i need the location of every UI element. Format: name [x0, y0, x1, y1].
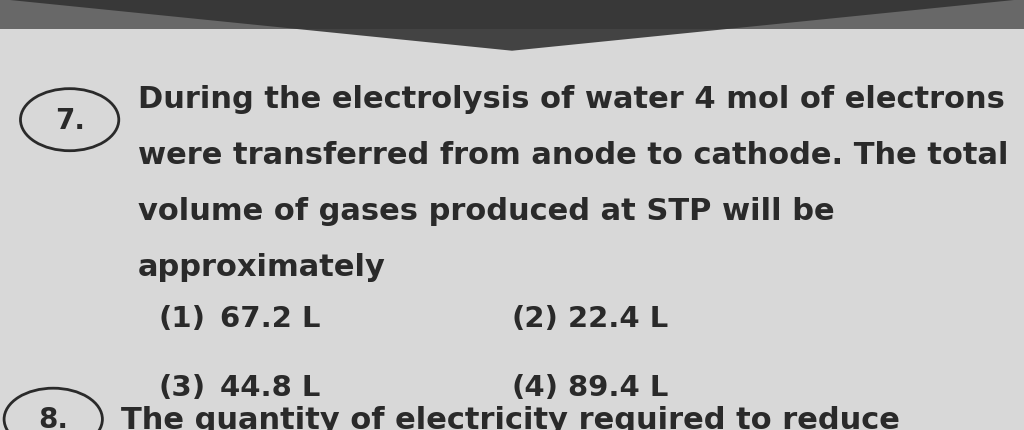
Text: (1): (1)	[159, 304, 206, 332]
Text: volume of gases produced at STP will be: volume of gases produced at STP will be	[138, 196, 835, 225]
Text: (2): (2)	[512, 304, 559, 332]
Text: (3): (3)	[159, 373, 206, 401]
Text: (4): (4)	[512, 373, 559, 401]
Text: 7.: 7.	[54, 107, 85, 134]
Text: approximately: approximately	[138, 252, 386, 281]
Text: were transferred from anode to cathode. The total: were transferred from anode to cathode. …	[138, 140, 1009, 169]
Text: During the electrolysis of water 4 mol of electrons: During the electrolysis of water 4 mol o…	[138, 84, 1006, 114]
Text: 8.: 8.	[38, 405, 69, 430]
Text: 89.4 L: 89.4 L	[568, 373, 669, 401]
Text: 22.4 L: 22.4 L	[568, 304, 669, 332]
Text: 67.2 L: 67.2 L	[220, 304, 321, 332]
Polygon shape	[0, 0, 1024, 52]
Text: The quantity of electricity required to reduce: The quantity of electricity required to …	[121, 405, 900, 430]
Text: 44.8 L: 44.8 L	[220, 373, 321, 401]
FancyBboxPatch shape	[0, 0, 1024, 30]
